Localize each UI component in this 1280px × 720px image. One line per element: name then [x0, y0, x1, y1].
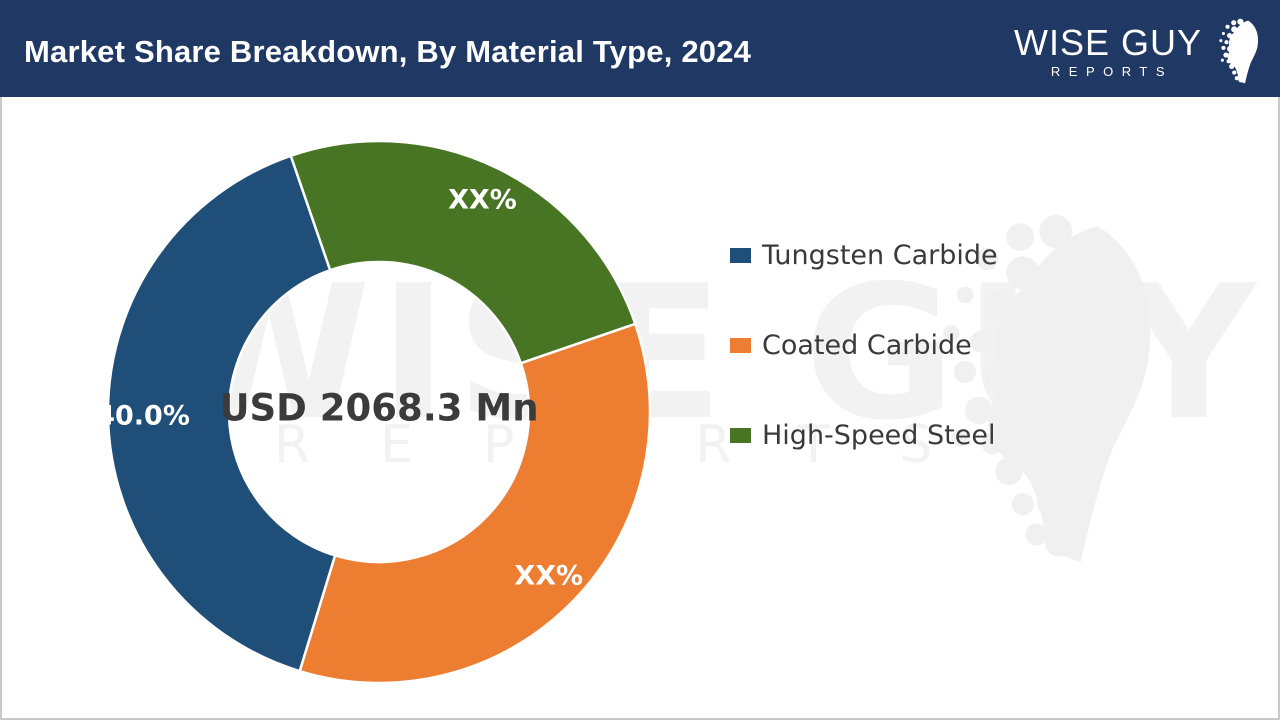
face-dot	[1230, 38, 1237, 45]
donut-segment-2	[289, 139, 637, 365]
logo-text: WISE GUY REPORTS	[1013, 22, 1202, 79]
legend-swatch-tungsten-carbide	[730, 247, 751, 263]
face-dot	[976, 248, 999, 271]
donut-center-label: USD 2068.3 Mn	[219, 386, 539, 430]
face-dot	[1236, 68, 1242, 75]
face-dot	[1224, 39, 1229, 44]
face-dot	[984, 292, 1012, 320]
legend-item-high-speed-steel: High-Speed Steel	[730, 419, 996, 451]
face-dot	[943, 325, 960, 342]
face-dot	[1221, 31, 1225, 35]
face-dot	[1219, 38, 1223, 42]
face-dot	[1011, 424, 1045, 458]
face-dot	[1235, 63, 1241, 69]
logo-subtitle: REPORTS	[1050, 64, 1174, 79]
face-dot	[1006, 223, 1034, 251]
face-dot	[1006, 256, 1040, 290]
donut-segment-label-2: XX%	[448, 184, 517, 215]
face-dot	[998, 394, 1032, 428]
face-dot	[1234, 75, 1239, 80]
face-dot	[1011, 493, 1034, 516]
face-dot	[1223, 52, 1229, 58]
legend-swatch-high-speed-steel	[730, 427, 751, 443]
face-dot	[1232, 70, 1237, 75]
legend-item-tungsten-carbide: Tungsten Carbide	[730, 239, 998, 271]
face-dot	[1231, 19, 1237, 25]
face-dot	[1025, 523, 1048, 546]
page-title: Market Share Breakdown, By Material Type…	[24, 33, 752, 69]
header-bar: Market Share Breakdown, By Material Type…	[0, 0, 1280, 97]
face-dot	[1227, 45, 1234, 52]
donut-segment-label-1: XX%	[514, 560, 583, 591]
face-dot	[981, 432, 1004, 455]
face-dot	[1233, 43, 1241, 51]
face-dot	[1044, 528, 1073, 557]
donut-segment-label-0: 40.0%	[106, 401, 190, 432]
legend-swatch-coated-carbide	[730, 337, 751, 353]
face-dot	[956, 286, 974, 304]
face-dot	[984, 360, 1018, 394]
donut-segment-1	[298, 322, 652, 685]
legend-label: High-Speed Steel	[762, 419, 996, 451]
chart-area: WISE GUY REPORTS 40.0%XX%XX% USD 2068.3 …	[0, 97, 1280, 720]
face-dot	[951, 429, 968, 447]
face-dot	[995, 457, 1023, 485]
legend-label: Tungsten Carbide	[762, 239, 998, 271]
face-dot	[1017, 352, 1056, 392]
face-dot	[1238, 76, 1244, 82]
donut-chart: 40.0% XX% XX%	[106, 139, 652, 685]
legend-label: Coated Carbide	[762, 329, 972, 361]
face-dot	[1233, 31, 1241, 40]
face-dot	[970, 330, 993, 353]
face-dot	[965, 396, 993, 425]
donut-segment-0	[106, 154, 337, 673]
face-dot	[1231, 25, 1238, 32]
face-dot	[954, 360, 977, 383]
face-dot	[1017, 289, 1056, 328]
face-dot	[1232, 57, 1239, 64]
face-dot	[1220, 58, 1224, 62]
face-dot	[1227, 32, 1233, 38]
face-dot	[1237, 18, 1244, 25]
face-dot	[1226, 58, 1231, 63]
face-dot	[1237, 26, 1244, 33]
logo-face-icon	[1219, 18, 1259, 83]
face-dot	[1229, 51, 1236, 58]
face-dot	[1229, 63, 1235, 69]
legend-item-coated-carbide: Coated Carbide	[730, 329, 972, 361]
watermark-face-icon	[943, 215, 1151, 562]
wise-guy-logo: WISE GUY REPORTS	[1014, 12, 1262, 92]
face-dot	[1000, 322, 1034, 356]
face-dot	[1028, 457, 1056, 485]
face-dot	[1039, 215, 1073, 249]
face-dot	[1221, 45, 1226, 50]
face-dot	[1042, 259, 1076, 293]
face-dot	[1225, 24, 1230, 29]
face-dot	[1036, 487, 1065, 516]
logo-wordmark: WISE GUY	[1013, 22, 1202, 63]
